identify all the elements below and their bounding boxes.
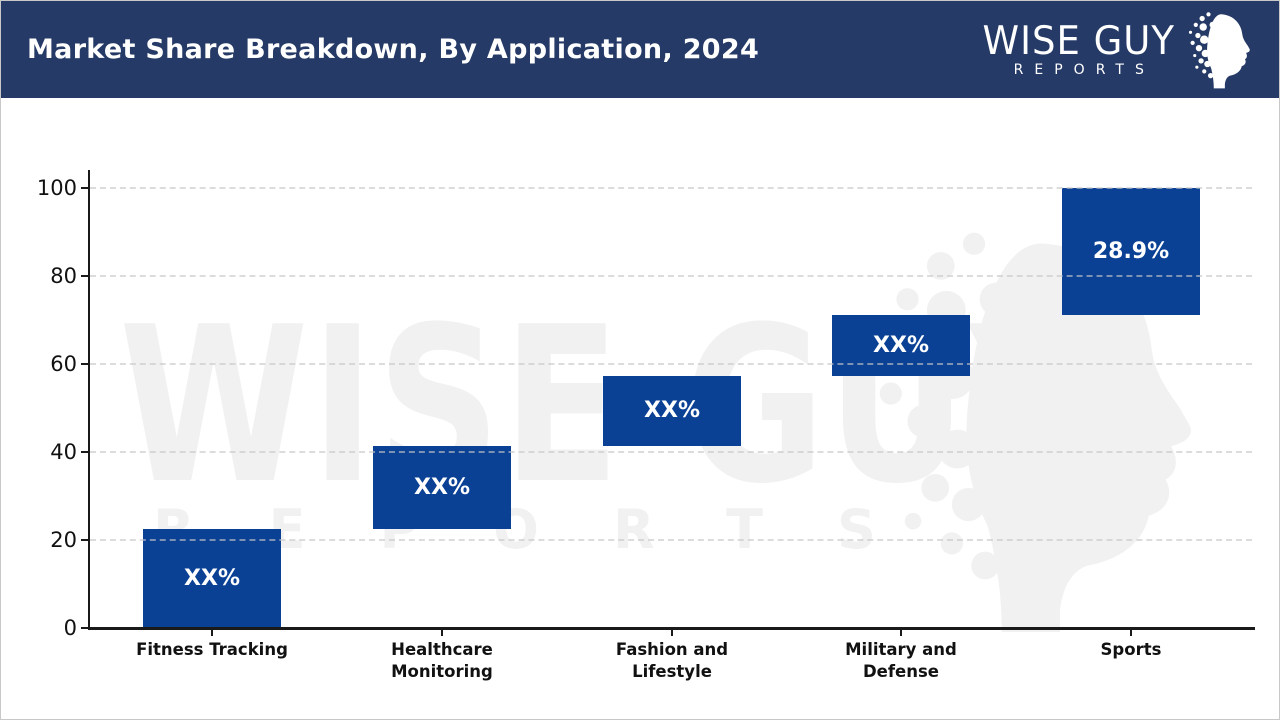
bar-segment: XX%: [373, 445, 511, 529]
category-label: Fitness Tracking: [136, 640, 288, 659]
y-tick-label: 60: [50, 352, 77, 376]
bar-value-label: XX%: [644, 398, 700, 424]
wise-guy-reports-logo: WISE GUY REPORTS: [983, 9, 1255, 91]
gridline-y-100: [90, 187, 1252, 189]
gridline-y-80: [90, 275, 1252, 277]
bar-segment: 28.9%: [1062, 188, 1200, 316]
y-tick-label: 100: [36, 176, 77, 200]
x-tick-mark: [441, 628, 443, 636]
bar-segment: XX%: [832, 315, 970, 376]
waterfall-chart: WISE GUY REPORTS 0 20 40 60 80 100 XX% Fitness …: [1, 98, 1279, 719]
category-label: Healthcare Monitoring: [391, 640, 493, 681]
category-label: Military and Defense: [845, 640, 957, 681]
gridline-y-40: [90, 451, 1252, 453]
y-tick-mark: [81, 363, 89, 365]
y-tick-label: 40: [50, 440, 77, 464]
head-profile-icon: [1188, 11, 1250, 88]
bar-value-label: 28.9%: [1092, 239, 1170, 265]
category-label: Sports: [1100, 640, 1162, 659]
x-tick-mark: [900, 628, 902, 636]
bar-value-label: XX%: [414, 474, 470, 500]
x-tick-mark: [1130, 628, 1132, 636]
y-tick-mark: [81, 451, 89, 453]
x-tick-mark: [211, 628, 213, 636]
bar-segment: XX%: [143, 529, 281, 628]
y-tick-mark: [81, 539, 89, 541]
page-title: Market Share Breakdown, By Application, …: [27, 34, 760, 65]
plot-area: 0 20 40 60 80 100 XX% Fitness Tracking XX% Health…: [1, 98, 1279, 719]
gridline-y-20: [90, 539, 1252, 541]
y-tick-label: 20: [50, 528, 77, 552]
category-label: Fashion and Lifestyle: [615, 640, 729, 681]
bar-segment: XX%: [603, 375, 741, 446]
gridline-y-60: [90, 363, 1252, 365]
bar-value-label: XX%: [873, 333, 929, 359]
logo-subtitle: REPORTS: [1013, 62, 1155, 78]
y-tick-mark: [81, 275, 89, 277]
bar-value-label: XX%: [184, 566, 240, 591]
logo-text: WISE GUY REPORTS: [982, 17, 1175, 78]
header-bar: Market Share Breakdown, By Application, …: [1, 1, 1279, 98]
y-tick-mark: [81, 627, 89, 629]
y-tick-mark: [81, 187, 89, 189]
logo-wordmark: WISE GUY: [982, 17, 1175, 64]
y-axis-line: [88, 170, 90, 630]
y-tick-label: 0: [63, 616, 77, 640]
x-tick-mark: [671, 628, 673, 636]
y-tick-label: 80: [50, 264, 77, 288]
